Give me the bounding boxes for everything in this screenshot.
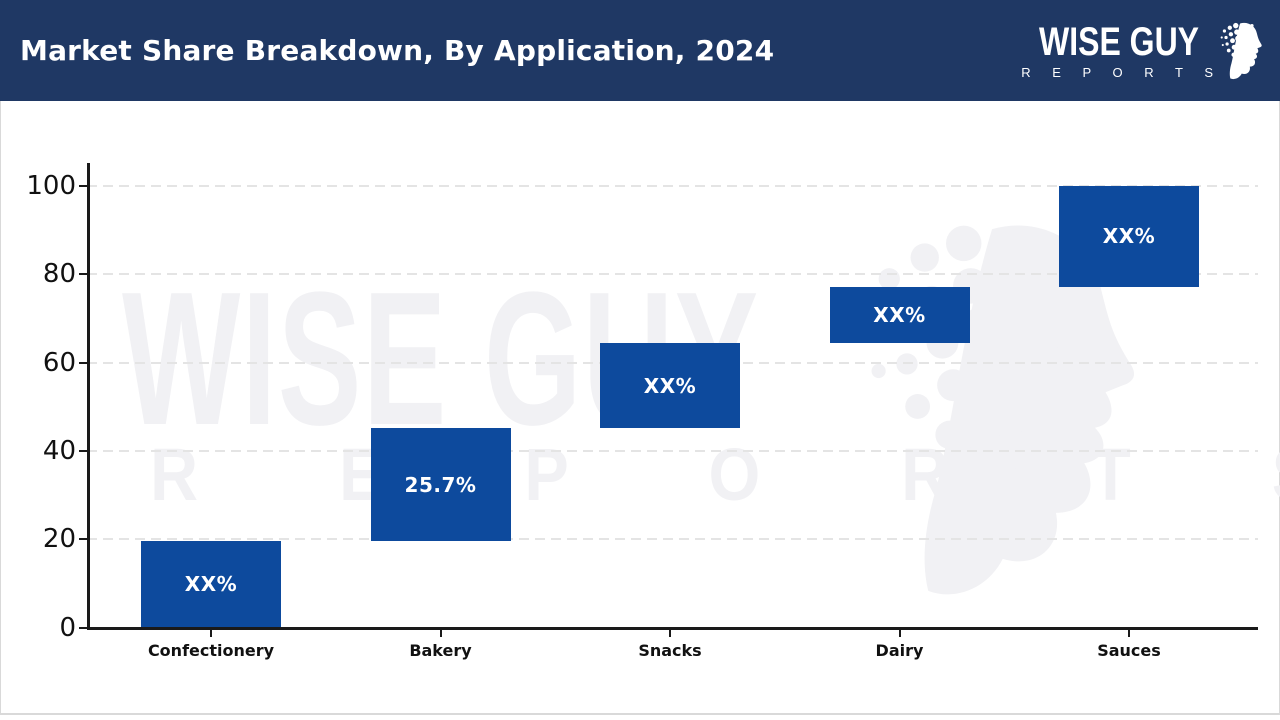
bar-dairy: XX% <box>829 287 970 343</box>
bar-value-label-sauces: XX% <box>1102 224 1156 249</box>
bar-value-label-snacks: XX% <box>643 373 697 398</box>
x-tick-snacks <box>669 629 671 637</box>
y-tick-label-100: 100 <box>26 170 76 201</box>
logo-wordmark: WISE GUY <box>1038 19 1199 64</box>
y-tick-0 <box>79 626 87 629</box>
y-tick-label-0: 0 <box>59 612 76 643</box>
bar-bakery: 25.7% <box>370 427 511 542</box>
y-tick-label-60: 60 <box>42 347 76 378</box>
y-axis-line <box>87 163 90 630</box>
bar-sauces: XX% <box>1059 185 1199 288</box>
y-tick-100 <box>79 184 87 187</box>
gridline-20 <box>87 538 1258 541</box>
x-tick-label-bakery: Bakery <box>409 641 472 660</box>
x-tick-label-snacks: Snacks <box>638 641 702 660</box>
y-tick-label-20: 20 <box>42 524 76 555</box>
bar-confectionery: XX% <box>141 541 281 628</box>
header-bar: Market Share Breakdown, By Application, … <box>0 0 1280 101</box>
bar-value-label-bakery: 25.7% <box>404 472 477 497</box>
logo-dotted-head-icon <box>1220 22 1262 79</box>
bar-snacks: XX% <box>600 343 740 428</box>
x-tick-label-confectionery: Confectionery <box>147 641 275 660</box>
y-tick-40 <box>79 449 87 452</box>
y-tick-60 <box>79 361 87 364</box>
x-tick-dairy <box>898 629 901 637</box>
x-axis-line <box>87 627 1258 630</box>
x-tick-label-sauces: Sauces <box>1097 641 1161 660</box>
bar-value-label-confectionery: XX% <box>184 572 238 597</box>
wise-guy-logo: WISE GUY R E P O R T S <box>1015 10 1280 92</box>
x-tick-label-dairy: Dairy <box>875 641 924 660</box>
y-tick-label-80: 80 <box>42 259 76 290</box>
logo-text: WISE GUY R E P O R T S <box>1015 22 1222 80</box>
gridline-40 <box>87 449 1258 452</box>
y-tick-label-40: 40 <box>42 435 76 466</box>
x-tick-bakery <box>439 629 442 637</box>
gridline-80 <box>87 273 1258 276</box>
logo-subtitle: R E P O R T S <box>1021 64 1222 80</box>
x-tick-confectionery <box>210 629 212 637</box>
page-title: Market Share Breakdown, By Application, … <box>20 34 775 67</box>
y-tick-20 <box>79 538 87 541</box>
bar-value-label-dairy: XX% <box>873 302 926 327</box>
gridline-100 <box>87 184 1258 187</box>
x-tick-sauces <box>1128 629 1130 637</box>
y-tick-80 <box>79 273 87 276</box>
